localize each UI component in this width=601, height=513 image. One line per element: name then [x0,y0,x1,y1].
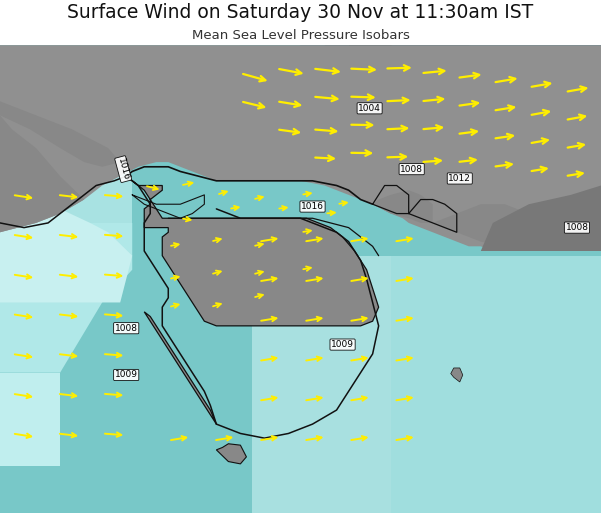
Polygon shape [373,190,433,223]
Polygon shape [349,45,469,106]
Polygon shape [0,101,120,167]
Polygon shape [0,45,601,251]
Text: 1009: 1009 [115,370,138,380]
Polygon shape [481,186,601,251]
Polygon shape [0,176,132,223]
Text: 1012: 1012 [448,174,471,183]
Polygon shape [325,45,517,120]
Polygon shape [391,255,601,513]
Polygon shape [451,368,463,382]
Text: Surface Wind on Saturday 30 Nov at 11:30am IST: Surface Wind on Saturday 30 Nov at 11:30… [67,3,534,22]
Text: 1008: 1008 [566,223,588,232]
Text: 1008: 1008 [115,324,138,333]
Text: 1009: 1009 [331,340,354,349]
Polygon shape [216,444,246,464]
Text: 1016: 1016 [116,157,130,182]
Polygon shape [0,45,601,513]
Polygon shape [0,372,60,466]
Polygon shape [0,209,132,303]
Text: 1008: 1008 [400,165,423,173]
Polygon shape [210,45,601,171]
Polygon shape [0,115,84,232]
Polygon shape [144,312,216,424]
Polygon shape [0,223,132,372]
Polygon shape [270,45,601,157]
Text: 1004: 1004 [358,104,381,113]
Text: 1016: 1016 [301,202,324,211]
Text: Mean Sea Level Pressure Isobars: Mean Sea Level Pressure Isobars [192,29,409,42]
Polygon shape [126,176,379,326]
Polygon shape [252,255,391,513]
Polygon shape [433,204,541,251]
